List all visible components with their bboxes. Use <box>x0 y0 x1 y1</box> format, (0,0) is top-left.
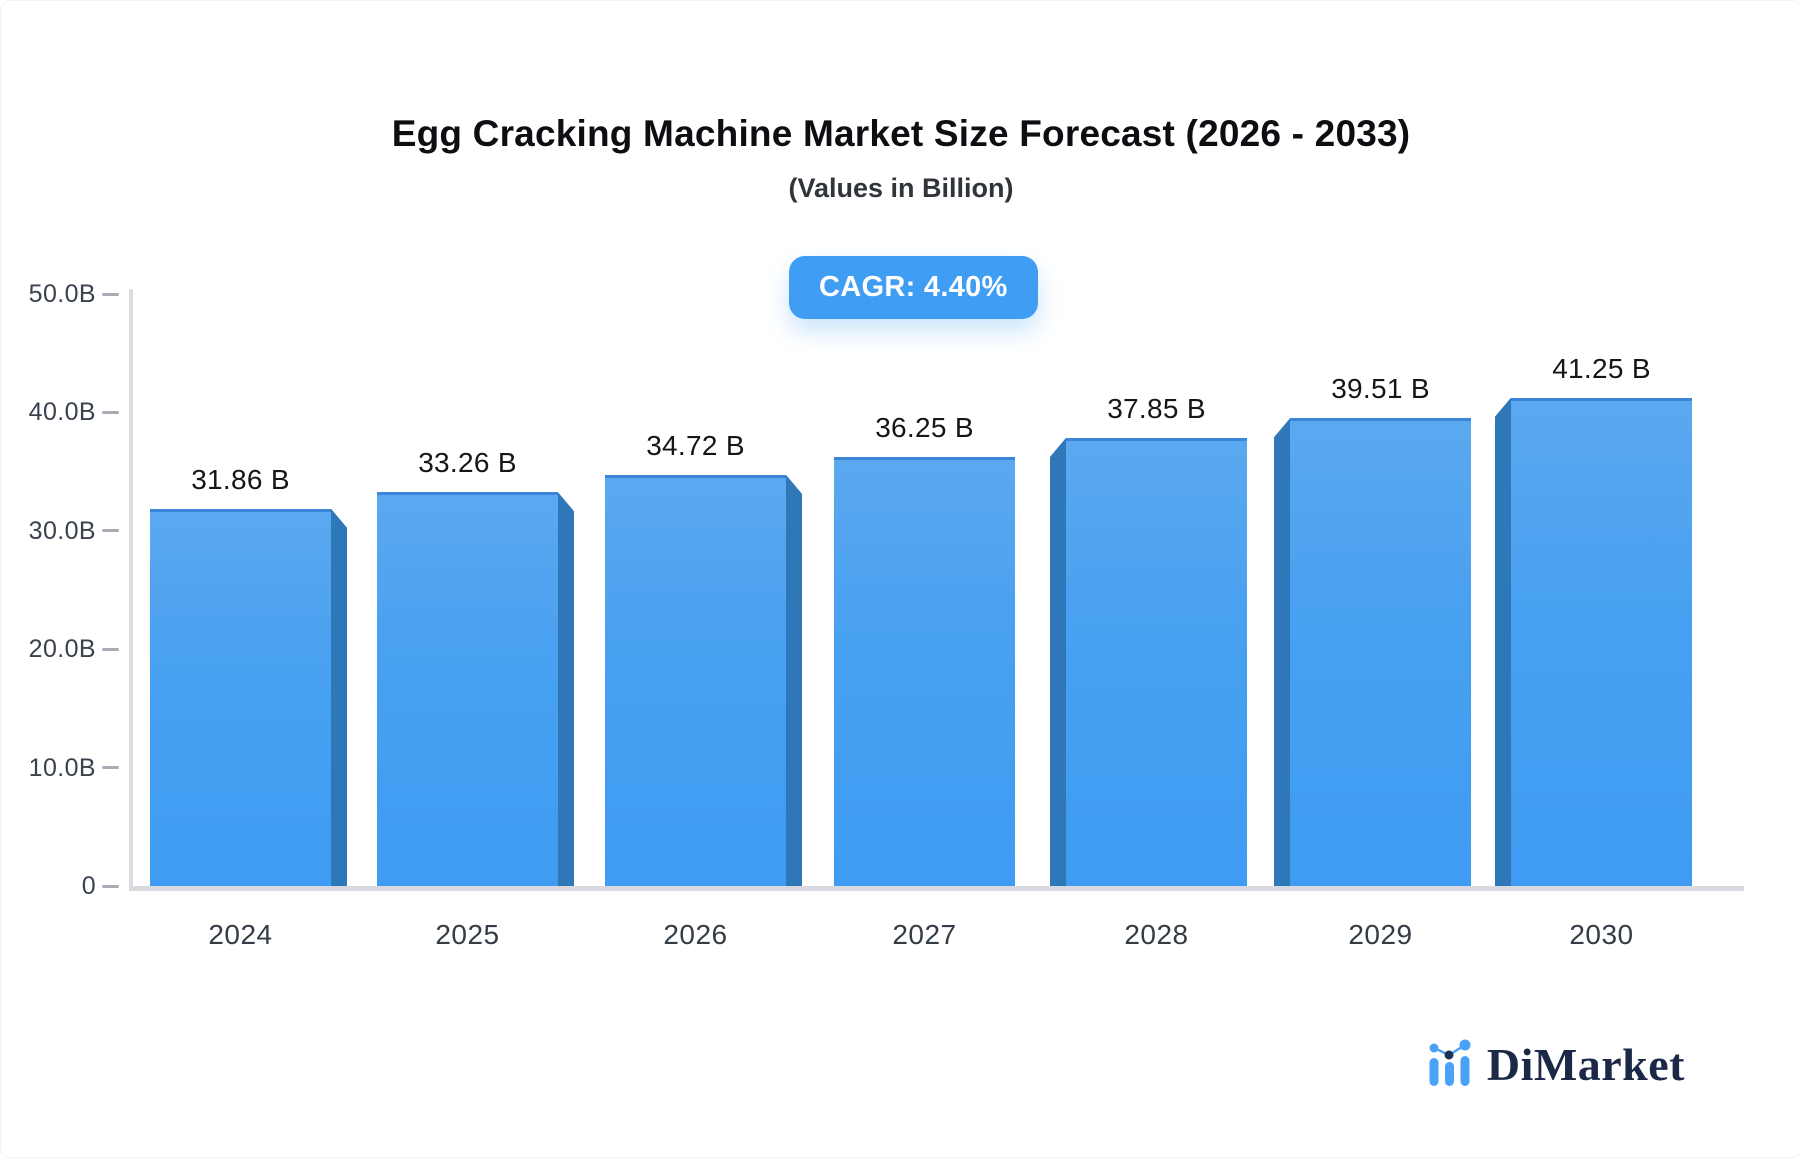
chart-title: Egg Cracking Machine Market Size Forecas… <box>391 113 1411 154</box>
y-axis-tick-label: 40.0B <box>28 398 96 427</box>
y-axis-tick-label: 0 <box>81 872 96 900</box>
y-axis-line <box>129 289 133 891</box>
x-axis-line <box>129 886 1744 891</box>
y-axis-tick-label: 20.0B <box>28 635 96 664</box>
brand-logo-text: DiMarket <box>1486 1039 1685 1091</box>
x-axis-category-label: 2027 <box>892 919 957 950</box>
bar <box>1290 418 1471 886</box>
bar <box>834 456 1015 886</box>
chart-subtitle: (Values in Billion) <box>788 173 1014 203</box>
bar-3d-side <box>786 474 802 886</box>
bar-value-label: 33.26 B <box>418 447 517 479</box>
bar <box>1511 397 1692 886</box>
bar-value-label: 34.72 B <box>646 429 745 461</box>
y-axis-tick-label: 50.0B <box>28 280 96 308</box>
y-axis-tick-mark <box>102 410 119 414</box>
bar-value-label: 39.51 B <box>1331 373 1430 405</box>
x-axis-category-label: 2029 <box>1348 919 1413 950</box>
y-axis-tick-mark <box>102 529 119 533</box>
y-axis-tick-mark <box>102 647 119 651</box>
x-axis-category-label: 2026 <box>663 919 728 950</box>
bar-3d-side <box>331 508 347 886</box>
bar <box>1066 437 1247 886</box>
x-axis-category-label: 2030 <box>1569 919 1634 950</box>
cagr-badge: CAGR: 4.40% <box>789 256 1038 319</box>
bar-3d-side <box>1495 397 1511 886</box>
bar-value-label: 36.25 B <box>875 411 974 443</box>
bar <box>150 508 331 886</box>
bar-value-label: 37.85 B <box>1107 392 1206 424</box>
bar-chart-trend-icon <box>1427 1037 1475 1087</box>
y-axis-tick-label: 10.0B <box>28 753 96 782</box>
bar <box>605 474 786 886</box>
y-axis-tick-mark <box>102 292 119 296</box>
y-axis-tick-mark <box>102 766 119 770</box>
x-axis-category-label: 2024 <box>208 919 273 950</box>
bar-value-label: 31.86 B <box>191 463 290 495</box>
bar-3d-side <box>1274 418 1290 886</box>
y-axis-tick-label: 30.0B <box>28 516 96 545</box>
brand-logo: DiMarket <box>1427 1037 1685 1091</box>
bar-3d-side <box>1050 437 1066 886</box>
x-axis-category-label: 2028 <box>1124 919 1189 950</box>
bar-3d-side <box>558 492 574 886</box>
bar-value-label: 41.25 B <box>1552 352 1651 384</box>
y-axis-tick-mark <box>102 884 119 888</box>
x-axis-category-label: 2025 <box>435 919 500 950</box>
bar <box>377 492 558 886</box>
